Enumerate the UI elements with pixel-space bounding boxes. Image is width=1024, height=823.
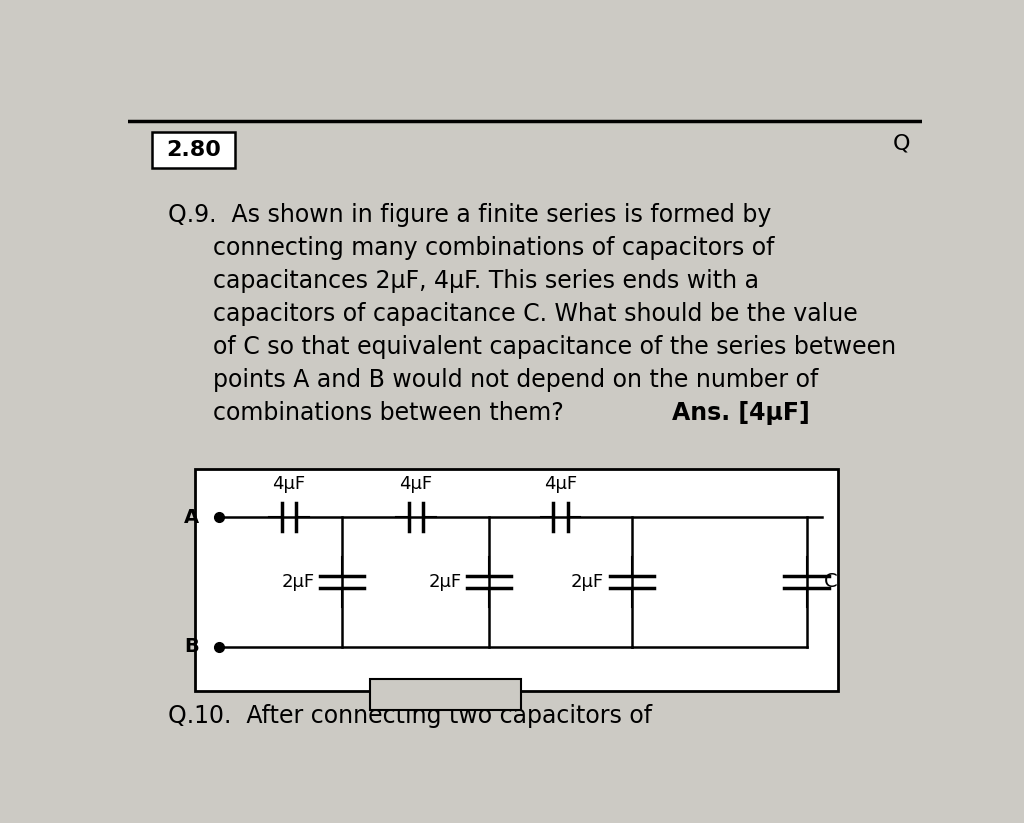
Text: 2μF: 2μF [428, 573, 462, 591]
Text: of C so that equivalent capacitance of the series between: of C so that equivalent capacitance of t… [168, 335, 896, 359]
Bar [196, 469, 839, 691]
FancyBboxPatch shape [152, 132, 236, 169]
Text: Ans. [4μF]: Ans. [4μF] [672, 401, 809, 425]
Text: 4μF: 4μF [544, 475, 578, 493]
Text: A: A [184, 508, 200, 527]
Text: combinations between them?: combinations between them? [168, 401, 563, 425]
FancyBboxPatch shape [370, 679, 521, 709]
Text: Q.9.  As shown in figure a finite series is formed by: Q.9. As shown in figure a finite series … [168, 203, 771, 227]
Text: 2.80: 2.80 [166, 140, 221, 160]
Text: connecting many combinations of capacitors of: connecting many combinations of capacito… [168, 236, 774, 260]
Text: 2μF: 2μF [571, 573, 604, 591]
Text: capacitances 2μF, 4μF. This series ends with a: capacitances 2μF, 4μF. This series ends … [168, 269, 759, 293]
Text: Q: Q [893, 133, 910, 153]
Text: points A and B would not depend on the number of: points A and B would not depend on the n… [168, 368, 818, 392]
Text: Fig: 2.102: Fig: 2.102 [392, 685, 499, 704]
Text: 4μF: 4μF [399, 475, 432, 493]
Text: 2μF: 2μF [282, 573, 314, 591]
Text: capacitors of capacitance C. What should be the value: capacitors of capacitance C. What should… [168, 302, 857, 326]
Text: C: C [824, 573, 838, 592]
Text: Q.10.  After connecting two capacitors of: Q.10. After connecting two capacitors of [168, 704, 652, 728]
Text: B: B [184, 638, 200, 657]
Text: 4μF: 4μF [272, 475, 305, 493]
